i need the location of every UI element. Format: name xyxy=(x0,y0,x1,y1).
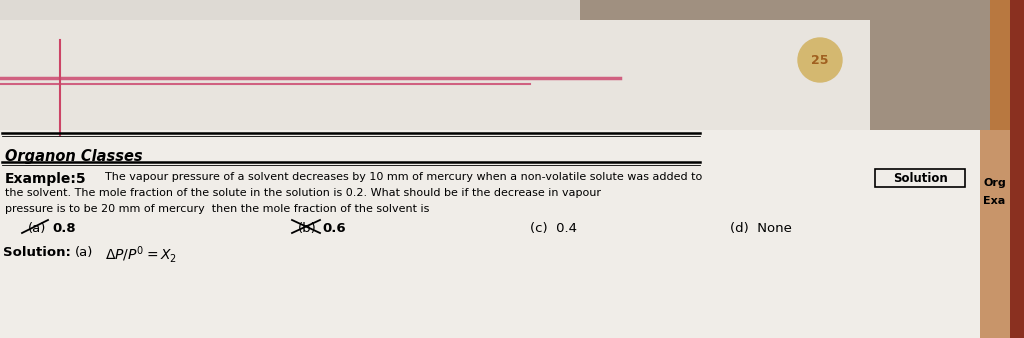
Text: The vapour pressure of a solvent decreases by 10 mm of mercury when a non-volati: The vapour pressure of a solvent decreas… xyxy=(105,172,702,182)
Text: Solution:: Solution: xyxy=(3,246,71,259)
Text: $\Delta P/P^0 = X_2$: $\Delta P/P^0 = X_2$ xyxy=(105,244,177,265)
Bar xyxy=(0,130,985,338)
Bar xyxy=(0,0,580,130)
Text: (b): (b) xyxy=(298,222,316,235)
Text: Solution: Solution xyxy=(893,171,947,185)
Bar xyxy=(990,0,1024,338)
Text: pressure is to be 20 mm of mercury  then the mole fraction of the solvent is: pressure is to be 20 mm of mercury then … xyxy=(5,204,429,214)
Bar xyxy=(874,169,965,187)
Text: the solvent. The mole fraction of the solute in the solution is 0.2. What should: the solvent. The mole fraction of the so… xyxy=(5,188,601,198)
Text: 0.6: 0.6 xyxy=(322,222,346,235)
Bar xyxy=(0,0,1024,135)
Text: Exa: Exa xyxy=(983,196,1006,206)
Text: (d)  None: (d) None xyxy=(730,222,792,235)
Bar xyxy=(0,20,870,135)
Bar xyxy=(980,130,1010,338)
Text: Org: Org xyxy=(983,178,1006,188)
Bar xyxy=(1010,0,1024,338)
Text: (c)  0.4: (c) 0.4 xyxy=(530,222,577,235)
Text: (a): (a) xyxy=(28,222,46,235)
Text: Example:5: Example:5 xyxy=(5,172,87,186)
Text: 0.8: 0.8 xyxy=(52,222,76,235)
Circle shape xyxy=(798,38,842,82)
Text: Organon Classes: Organon Classes xyxy=(5,149,142,164)
Text: 25: 25 xyxy=(811,53,828,67)
Text: (a): (a) xyxy=(75,246,93,259)
